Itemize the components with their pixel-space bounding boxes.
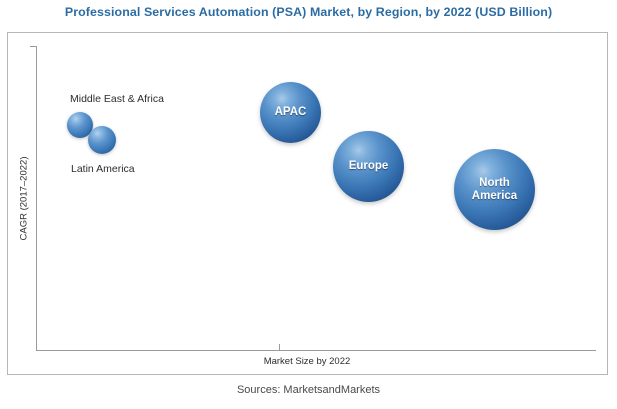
x-axis-title: Market Size by 2022 (263, 356, 351, 367)
bubble-latin-america[interactable] (88, 126, 116, 154)
chart-title: Professional Services Automation (PSA) M… (64, 5, 553, 19)
bubble-label-north-america-line1: North (479, 176, 510, 189)
bubble-label-europe: Europe (348, 160, 389, 173)
y-axis-title: CAGR (2017–2022) (18, 156, 30, 241)
bubble-label-middle-east-africa: Middle East & Africa (70, 93, 164, 105)
source-note: Sources: MarketsandMarkets (236, 384, 381, 396)
bubble-label-apac: APAC (274, 106, 307, 119)
bubble-north-america[interactable]: North America (454, 149, 535, 230)
x-axis-tick (279, 344, 280, 351)
bubble-apac[interactable]: APAC (260, 82, 321, 143)
bubble-label-latin-america: Latin America (71, 163, 135, 175)
plot-area: APAC Europe North America Middle East & … (30, 46, 596, 367)
bubble-label-north-america: North America (472, 177, 517, 203)
y-axis-tick (30, 46, 37, 47)
bubble-europe[interactable]: Europe (333, 131, 404, 202)
chart-frame: APAC Europe North America Middle East & … (7, 32, 608, 375)
bubble-label-north-america-line2: America (471, 189, 518, 202)
